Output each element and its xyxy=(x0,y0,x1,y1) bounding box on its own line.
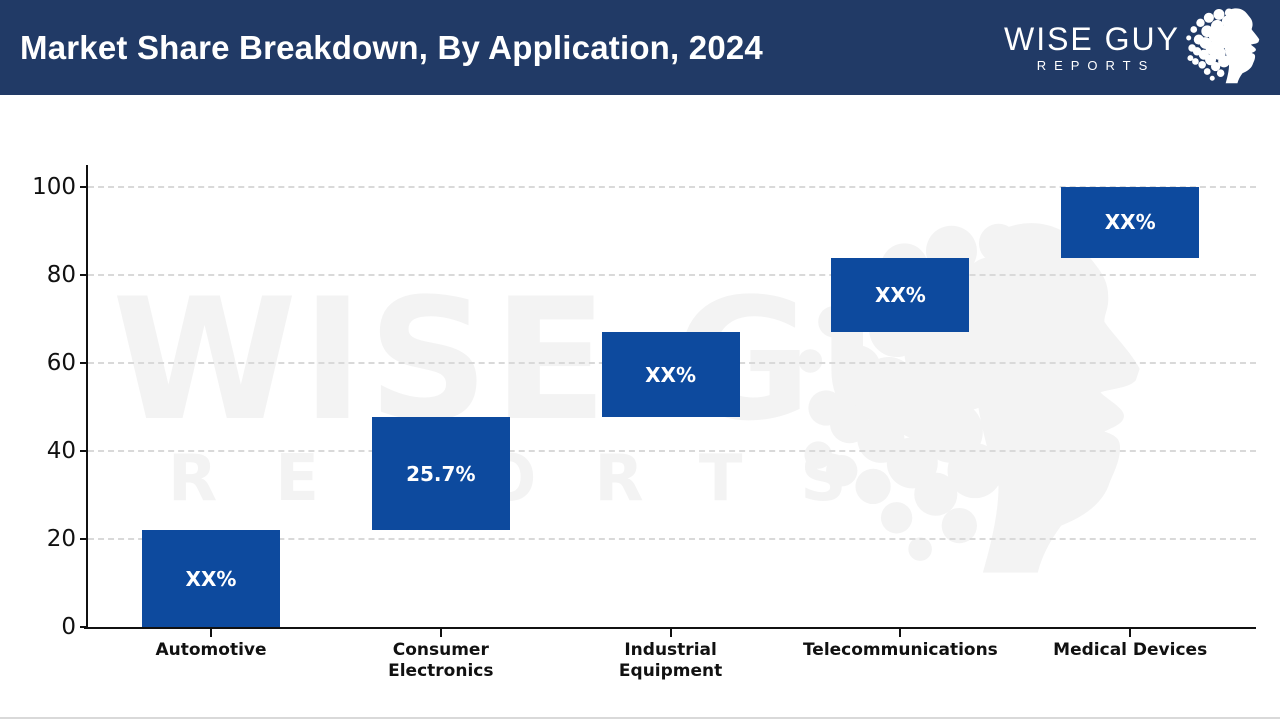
bar-value-label: XX% xyxy=(874,283,926,307)
bar-value-label: XX% xyxy=(1104,210,1156,235)
chart-title: Market Share Breakdown, By Application, … xyxy=(20,28,763,66)
gridline xyxy=(88,274,1256,276)
y-axis-tick xyxy=(80,274,88,276)
x-axis-tick xyxy=(210,629,212,637)
bar-segment: XX% xyxy=(142,530,280,627)
bar-value-label: XX% xyxy=(185,566,237,591)
x-axis-tick xyxy=(669,629,672,637)
y-axis-label: 80 xyxy=(46,262,76,288)
y-axis-tick xyxy=(80,538,88,540)
bar-segment: XX% xyxy=(831,257,970,333)
x-axis-tick xyxy=(899,629,902,637)
y-axis-label: 40 xyxy=(46,438,76,464)
bar-segment: 25.7% xyxy=(371,417,510,531)
brand-logo-text: WISE GUY REPORTS xyxy=(1004,23,1180,72)
x-axis-category-label: Medical Devices xyxy=(1053,640,1208,660)
bar-segment: XX% xyxy=(601,332,740,418)
y-axis-label: 60 xyxy=(46,350,76,376)
brand-subtitle: REPORTS xyxy=(1036,58,1156,73)
y-axis-label: 100 xyxy=(32,174,76,200)
y-axis-label: 0 xyxy=(61,614,76,640)
bar-value-label: XX% xyxy=(645,362,697,387)
y-axis-tick xyxy=(80,362,88,364)
gridline xyxy=(88,538,1256,540)
x-axis-tick xyxy=(1129,629,1132,637)
brand-name: WISE GUY xyxy=(1003,21,1180,57)
y-axis-label: 20 xyxy=(46,526,76,552)
y-axis-tick xyxy=(80,186,88,188)
bar-segment: XX% xyxy=(1061,187,1200,258)
footer-divider xyxy=(0,717,1280,719)
x-axis-category-label: Telecommunications xyxy=(802,640,998,660)
bar-value-label: 25.7% xyxy=(406,461,476,486)
y-axis-tick xyxy=(80,450,88,452)
brand-head-icon xyxy=(1186,7,1260,83)
x-axis-tick xyxy=(439,629,442,637)
gridline xyxy=(88,186,1256,188)
header-bar: Market Share Breakdown, By Application, … xyxy=(0,0,1280,95)
x-axis-category-label: Industrial Equipment xyxy=(618,640,723,682)
x-axis-category-label: Automotive xyxy=(155,640,267,660)
x-axis-line xyxy=(84,627,1256,629)
y-axis-line xyxy=(86,165,88,629)
gridline xyxy=(88,450,1256,452)
x-axis-category-label: Consumer Electronics xyxy=(388,640,494,682)
brand-logo: WISE GUY REPORTS xyxy=(1004,6,1266,90)
